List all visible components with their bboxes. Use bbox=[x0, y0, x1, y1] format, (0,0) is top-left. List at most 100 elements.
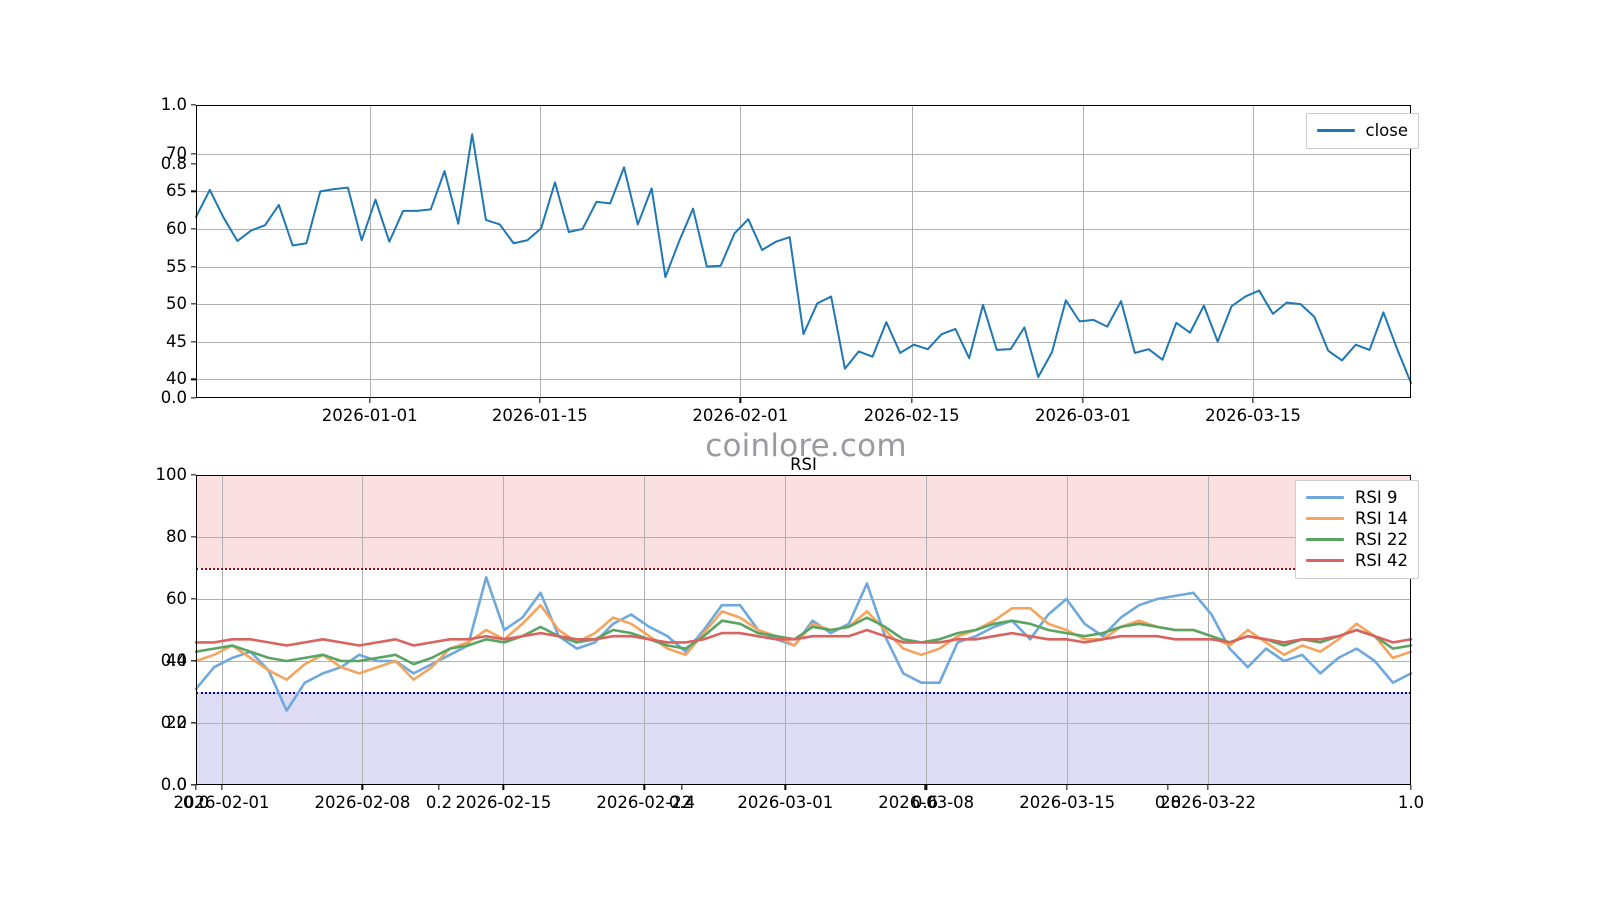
rsi-axis-spine-left bbox=[196, 475, 198, 785]
price-axis-spine-left bbox=[196, 105, 198, 398]
price-y-tick-label: 70 bbox=[166, 143, 187, 163]
rsi-y-tick-label-mark bbox=[191, 536, 196, 538]
price-legend[interactable]: close bbox=[1305, 113, 1419, 149]
price-y-tick-label-mark bbox=[191, 340, 196, 343]
gridline-horizontal bbox=[196, 599, 1411, 600]
price-secondary-y-tick-label-mark bbox=[191, 162, 196, 165]
rsi-x-tick-label-mark bbox=[502, 785, 505, 790]
gridline-vertical bbox=[539, 105, 541, 398]
rsi-x-tick-label-mark bbox=[1207, 785, 1209, 790]
price-y-tick-label: 45 bbox=[166, 331, 187, 351]
price-x-tick-label-mark bbox=[1082, 398, 1084, 403]
price-x-tick-label: 2026-02-01 bbox=[692, 406, 789, 425]
price-x-tick-label: 2026-03-15 bbox=[1205, 406, 1301, 425]
price-series-lines bbox=[195, 133, 1412, 384]
gridline-vertical bbox=[740, 105, 742, 398]
price-y-tick-label: 60 bbox=[166, 218, 187, 238]
legend-swatch-icon bbox=[1305, 496, 1344, 499]
rsi-secondary-y-tick-label: 0.4 bbox=[160, 650, 187, 670]
series-line-close bbox=[195, 133, 1412, 384]
price-y-tick-label: 65 bbox=[166, 181, 187, 201]
gridline-vertical bbox=[1253, 105, 1255, 398]
rsi-y-tick-label-mark bbox=[191, 474, 196, 476]
legend-label: RSI 42 bbox=[1354, 551, 1408, 570]
price-y-tick-label-mark bbox=[191, 265, 196, 268]
gridline-horizontal bbox=[196, 341, 1411, 343]
gridline-vertical bbox=[1208, 475, 1210, 785]
legend-label: RSI 9 bbox=[1354, 488, 1398, 507]
series-line-rsi-22 bbox=[194, 616, 1413, 666]
rsi-x-tick-label: 2026-03-01 bbox=[737, 793, 834, 812]
price-axis-spine-top bbox=[196, 105, 1411, 107]
rsi-axis-spine-top bbox=[196, 475, 1411, 477]
gridline-horizontal bbox=[196, 266, 1411, 268]
rsi-secondary-x-tick-label-mark bbox=[924, 785, 926, 790]
rsi-secondary-y-tick-label: 0.0 bbox=[160, 774, 187, 794]
rsi-secondary-x-tick-label: 0.4 bbox=[668, 793, 696, 812]
gridline-horizontal bbox=[196, 153, 1411, 155]
gridline-horizontal bbox=[196, 537, 1411, 538]
rsi-secondary-y-tick-label-mark bbox=[191, 722, 196, 724]
legend-entry-rsi-22[interactable]: RSI 22 bbox=[1305, 529, 1408, 550]
legend-swatch-icon bbox=[1305, 559, 1344, 562]
rsi-y-tick-label: 60 bbox=[166, 588, 187, 608]
rsi-y-tick-label-mark bbox=[191, 598, 196, 600]
gridline-horizontal bbox=[196, 723, 1411, 724]
price-secondary-y-tick-label: 0.0 bbox=[160, 387, 187, 407]
price-axis-spine-right bbox=[1409, 105, 1411, 398]
rsi-x-tick-label: 2026-02-01 bbox=[173, 793, 270, 812]
gridline-vertical bbox=[785, 475, 787, 785]
price-y-tick-label-mark bbox=[191, 190, 196, 193]
rsi-threshold-line-70 bbox=[196, 568, 1411, 570]
price-secondary-y-tick-label: 1.0 bbox=[160, 94, 187, 114]
series-line-rsi-42 bbox=[194, 628, 1413, 647]
legend-label: close bbox=[1365, 121, 1409, 140]
rsi-secondary-x-tick-label: 0.6 bbox=[911, 793, 939, 812]
legend-swatch-icon bbox=[1305, 517, 1344, 520]
rsi-chart-axes: 0 20 40 60 80 100 0.0 0.2 0.4 2026-02-01 2026-02… bbox=[156, 455, 1425, 811]
gridline-vertical bbox=[1082, 105, 1084, 398]
rsi-secondary-x-tick-label-mark bbox=[195, 785, 197, 790]
price-x-tick-label: 2026-03-01 bbox=[1034, 406, 1131, 425]
gridline-vertical bbox=[369, 105, 371, 398]
legend-label: RSI 22 bbox=[1354, 530, 1408, 549]
rsi-series-lines bbox=[194, 576, 1413, 712]
gridline-horizontal bbox=[196, 304, 1411, 306]
gridline-vertical bbox=[362, 475, 364, 785]
rsi-threshold-line-30 bbox=[196, 692, 1411, 694]
rsi-y-tick-label: 80 bbox=[166, 526, 187, 546]
rsi-secondary-x-tick-label-mark bbox=[1167, 785, 1169, 790]
rsi-secondary-x-tick-label-mark bbox=[681, 785, 683, 790]
gridline-vertical bbox=[644, 475, 646, 785]
rsi-secondary-x-tick-label: 0.2 bbox=[425, 793, 453, 812]
rsi-x-tick-label-mark bbox=[1066, 785, 1068, 790]
rsi-secondary-y-tick-label: 0.2 bbox=[160, 712, 187, 732]
price-chart-axes: 40 45 50 55 60 65 70 1.0 0.8 0.0 2026-01-01 2026-… bbox=[161, 96, 1419, 424]
rsi-x-tick-label: 2026-02-15 bbox=[455, 793, 552, 812]
rsi-secondary-x-tick-label-mark bbox=[438, 785, 440, 790]
legend-entry-rsi-14[interactable]: RSI 14 bbox=[1305, 508, 1408, 529]
gridline-vertical bbox=[926, 475, 928, 785]
rsi-x-tick-label-mark bbox=[643, 785, 645, 790]
price-x-tick-label-mark bbox=[369, 398, 371, 403]
rsi-legend[interactable]: RSI 9 RSI 14 RSI 22 RSI 42 bbox=[1294, 480, 1419, 579]
legend-entry-rsi-9[interactable]: RSI 9 bbox=[1305, 487, 1408, 508]
legend-swatch-icon bbox=[1305, 538, 1344, 541]
price-y-tick-label: 55 bbox=[166, 256, 187, 276]
rsi-y-tick-label: 0 bbox=[176, 774, 188, 794]
rsi-x-tick-label-mark bbox=[925, 785, 927, 790]
rsi-x-tick-label-mark bbox=[361, 785, 364, 790]
rsi-x-tick-label: 2026-03-22 bbox=[1160, 793, 1257, 812]
rsi-y-tick-label: 100 bbox=[155, 464, 188, 484]
rsi-secondary-y-tick-label-mark bbox=[191, 784, 196, 786]
rsi-axis-spine-bottom bbox=[196, 783, 1411, 785]
rsi-x-tick-label: 2026-02-22 bbox=[596, 793, 693, 812]
price-x-tick-label-mark bbox=[739, 398, 741, 403]
price-axis-spine-bottom bbox=[196, 396, 1411, 398]
legend-entry-close[interactable]: close bbox=[1316, 120, 1409, 141]
legend-entry-rsi-42[interactable]: RSI 42 bbox=[1305, 550, 1408, 571]
rsi-secondary-x-tick-label: 1.0 bbox=[1397, 793, 1425, 812]
price-x-tick-label: 2026-01-15 bbox=[491, 406, 588, 425]
price-x-tick-label: 2026-02-15 bbox=[863, 406, 960, 425]
